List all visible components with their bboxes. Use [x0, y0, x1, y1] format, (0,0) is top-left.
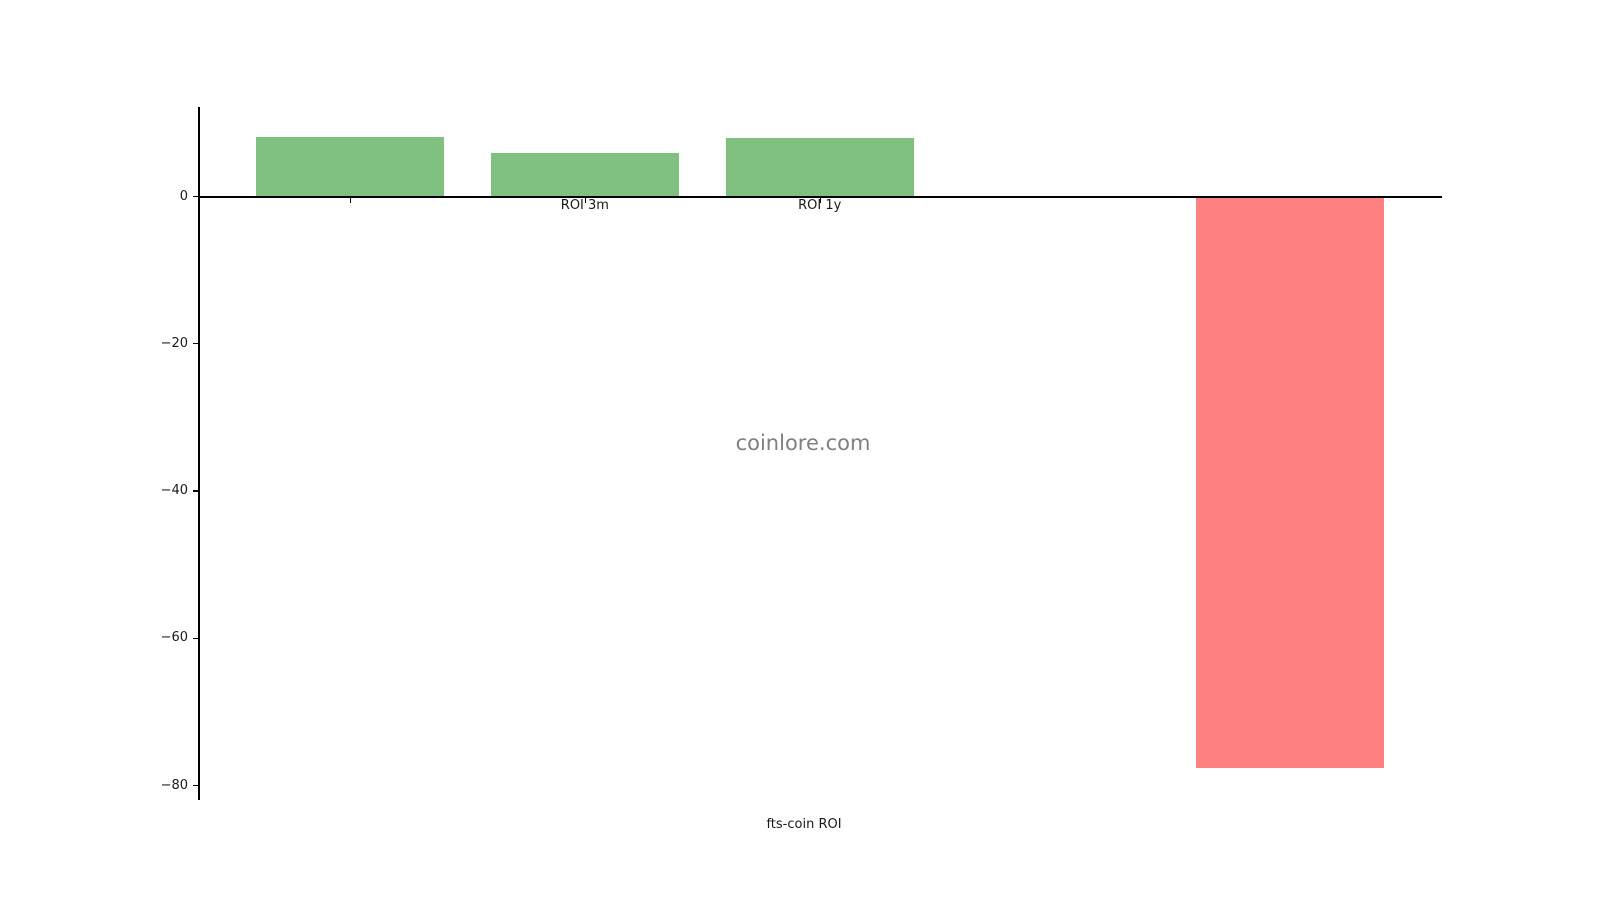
y-tick-label-40: −40	[160, 483, 188, 498]
y-tick-20	[193, 343, 199, 345]
x-tick-slot-0	[350, 197, 352, 203]
bar-slot-0	[256, 136, 444, 197]
bar-roi-1y	[725, 138, 914, 197]
x-tick-roi-1y	[819, 197, 821, 203]
bar-slot-4	[1195, 196, 1384, 768]
y-axis-line	[198, 107, 200, 800]
y-tick-label-60: −60	[160, 630, 188, 646]
y-tick-0	[193, 195, 199, 198]
y-tick-label-0: 0	[179, 188, 188, 204]
x-axis-line	[198, 196, 1442, 198]
y-tick-label-20: −20	[160, 335, 188, 351]
watermark-text: coinlore.com	[735, 431, 871, 455]
x-tick-label-roi-1y: ROI 1y	[798, 198, 842, 213]
chart-title: fts-coin ROI	[766, 817, 842, 832]
bar-roi-3m	[490, 153, 679, 197]
y-tick-80	[193, 784, 199, 787]
x-tick-roi-3m	[584, 197, 587, 203]
y-tick-40	[193, 490, 199, 492]
y-tick-60	[193, 637, 199, 639]
x-tick-label-roi-3m: ROI 3m	[560, 198, 609, 213]
y-tick-label-80: −80	[160, 777, 188, 793]
